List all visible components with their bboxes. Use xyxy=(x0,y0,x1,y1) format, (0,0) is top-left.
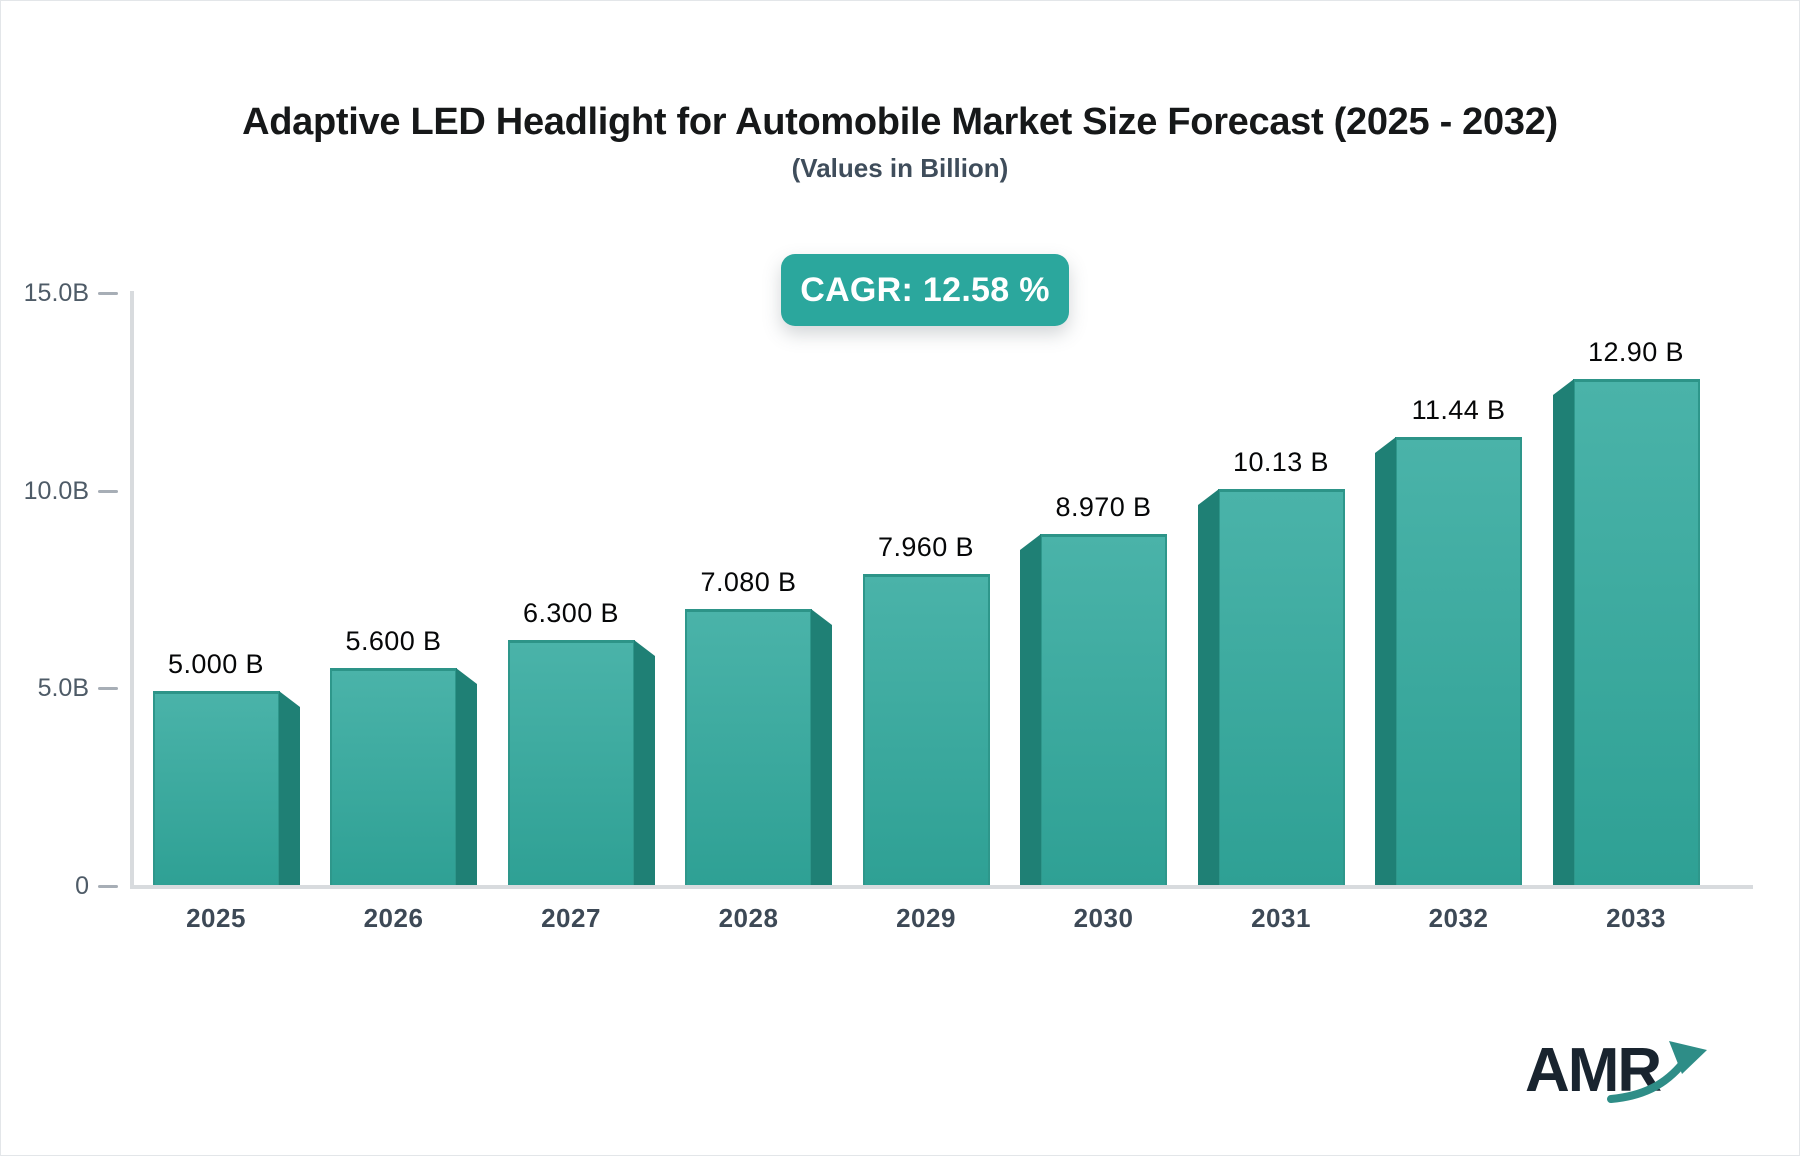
x-axis-label-2025: 2025 xyxy=(186,903,246,933)
bar-side-face xyxy=(811,609,832,889)
x-axis-label-2032: 2032 xyxy=(1428,903,1489,933)
bar-side-face xyxy=(1375,437,1396,889)
bar-2031 xyxy=(1218,489,1345,889)
y-tick-dash xyxy=(98,292,118,295)
amr-logo: AMR xyxy=(1525,1035,1725,1115)
bar-2025 xyxy=(153,691,280,889)
bar-side-face xyxy=(279,691,300,889)
x-axis-label-2033: 2033 xyxy=(1606,903,1666,933)
bar-value-label: 5.600 B xyxy=(345,626,442,656)
bar-value-label: 8.970 B xyxy=(1055,492,1152,522)
bar-side-face xyxy=(1553,379,1574,889)
x-axis-label-2029: 2029 xyxy=(896,903,956,933)
bar-side-face xyxy=(1198,489,1219,889)
bar-value-label: 5.000 B xyxy=(168,649,264,679)
cagr-badge: CAGR: 12.58 % xyxy=(781,254,1069,326)
bar-side-face xyxy=(634,640,655,889)
y-tick-dash xyxy=(98,885,118,888)
x-axis-label-2027: 2027 xyxy=(541,903,601,933)
y-tick-dash xyxy=(98,490,118,493)
bar-value-label: 6.300 B xyxy=(523,598,619,628)
y-axis-line xyxy=(130,291,134,887)
bar-2029 xyxy=(863,574,990,889)
y-tick-label: 0 xyxy=(75,872,89,900)
chart-title: Adaptive LED Headlight for Automobile Ma… xyxy=(242,101,1558,143)
bar-2030 xyxy=(1040,534,1167,889)
chart-subtitle: (Values in Billion) xyxy=(791,153,1009,183)
bar-2026 xyxy=(330,668,457,889)
bar-side-face xyxy=(456,668,477,889)
x-axis-label-2028: 2028 xyxy=(718,903,779,933)
bar-value-label: 7.080 B xyxy=(700,567,797,597)
bar-side-face xyxy=(1020,534,1041,889)
bar-2027 xyxy=(508,640,635,889)
y-tick-label: 5.0B xyxy=(37,674,89,702)
x-axis-label-2030: 2030 xyxy=(1073,903,1134,933)
y-tick-label: 10.0B xyxy=(23,477,89,505)
bar-value-label: 10.13 B xyxy=(1233,447,1329,477)
bar-value-label: 11.44 B xyxy=(1411,395,1506,425)
bar-value-label: 7.960 B xyxy=(878,532,974,562)
x-axis-label-2026: 2026 xyxy=(363,903,424,933)
bar-2033 xyxy=(1573,379,1700,889)
y-tick-dash xyxy=(98,687,118,690)
x-axis-line xyxy=(130,885,1753,889)
bar-2028 xyxy=(685,609,812,889)
bar-value-label: 12.90 B xyxy=(1588,337,1684,367)
y-tick-label: 15.0B xyxy=(23,279,89,307)
x-axis-label-2031: 2031 xyxy=(1251,903,1311,933)
bar-2032 xyxy=(1395,437,1522,889)
growth-arrow-icon xyxy=(1607,1041,1707,1103)
